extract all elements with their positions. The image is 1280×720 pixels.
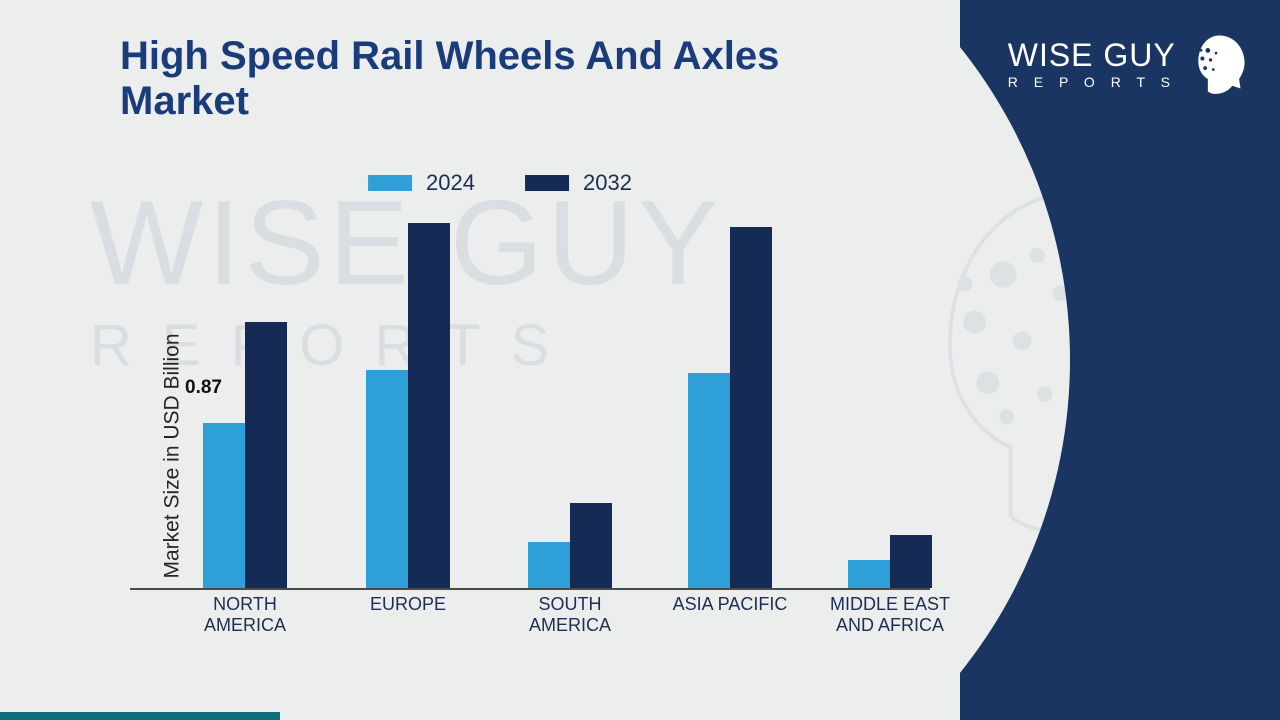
bar-2024	[528, 542, 570, 588]
bar-group: 0.87	[185, 322, 305, 588]
head-icon	[1182, 30, 1250, 98]
x-axis-label: ASIA PACIFIC	[665, 594, 795, 615]
x-axis-label: MIDDLE EAST AND AFRICA	[825, 594, 955, 635]
bar-2032	[570, 503, 612, 589]
logo-main-text: WISE GUY	[1008, 39, 1176, 71]
bar-group	[348, 223, 468, 588]
legend-label-2024: 2024	[426, 170, 475, 196]
brand-logo: WISE GUY R E P O R T S	[1008, 30, 1250, 98]
bottom-accent-bar	[0, 712, 280, 720]
logo-sub-text: R E P O R T S	[1008, 75, 1176, 89]
bar-group	[830, 535, 950, 588]
chart-title: High Speed Rail Wheels And Axles Market	[120, 34, 820, 124]
plot-area: 0.87	[130, 210, 930, 590]
bar-2024	[848, 560, 890, 589]
legend-swatch-2032	[525, 175, 569, 191]
bar-2032	[245, 322, 287, 588]
legend-item-2024: 2024	[368, 170, 475, 196]
x-axis-label: EUROPE	[343, 594, 473, 615]
legend-item-2032: 2032	[525, 170, 632, 196]
bar-2032	[408, 223, 450, 588]
bar-group	[670, 227, 790, 588]
x-axis-labels: NORTH AMERICA EUROPE SOUTH AMERICA ASIA PAC…	[130, 594, 930, 684]
bar-2032	[890, 535, 932, 588]
bar-2032	[730, 227, 772, 588]
legend-swatch-2024	[368, 175, 412, 191]
bar-group	[510, 503, 630, 589]
bar-value-label: 0.87	[185, 377, 222, 399]
legend-label-2032: 2032	[583, 170, 632, 196]
bar-chart: Market Size in USD Billion 2024 2032 0.8…	[60, 170, 940, 690]
bar-2024	[688, 373, 730, 588]
bar-2024	[203, 423, 245, 588]
legend: 2024 2032	[368, 170, 632, 196]
bar-2024	[366, 370, 408, 589]
x-axis-label: SOUTH AMERICA	[505, 594, 635, 635]
x-axis-label: NORTH AMERICA	[180, 594, 310, 635]
